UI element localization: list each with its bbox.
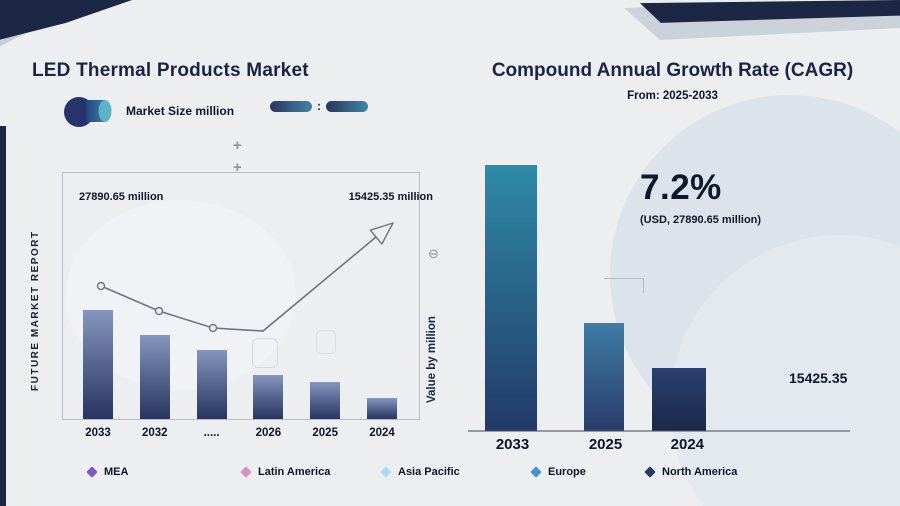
cagr-value-block: 7.2% (USD, 27890.65 million) xyxy=(640,168,761,226)
plus-icon: + xyxy=(233,137,242,154)
cagr-baseline xyxy=(468,430,850,432)
market-bar-2025 xyxy=(310,382,341,419)
market-axis-label: 2026 xyxy=(255,427,282,439)
circle-minus-icon: ⊖ xyxy=(428,246,439,261)
diamond-icon xyxy=(380,466,392,478)
diamond-icon xyxy=(530,466,542,478)
market-axis-label: ..... xyxy=(203,427,220,439)
market-bar-2032 xyxy=(139,335,170,419)
cagr-title: Compound Annual Growth Rate (CAGR) xyxy=(491,60,854,81)
cagr-subtitle: From: 2025-2033 xyxy=(627,90,718,102)
cagr-basis-note: (USD, 27890.65 million) xyxy=(640,214,762,226)
legend-label: Latin America xyxy=(258,466,331,478)
diamond-icon xyxy=(240,466,252,478)
cagr-axis-label: 2024 xyxy=(670,436,705,453)
cagr-axis-label: 2033 xyxy=(495,436,530,453)
value-by-million-axis-label: Value by million xyxy=(426,316,438,404)
cagr-bar-2033-primary xyxy=(485,165,537,431)
pill-separator: : xyxy=(317,99,321,113)
market-size-chart: 27890.65 million 15425.35 million xyxy=(62,172,433,420)
market-bar-2024 xyxy=(366,398,397,419)
market-bar-2026 xyxy=(253,375,284,419)
future-market-report-label: FUTURE MARKET REPORT xyxy=(30,230,41,392)
market-axis-label: 2033 xyxy=(85,427,111,439)
cagr-group-2024: 2024 xyxy=(652,368,709,453)
cagr-group-2025: 2025 xyxy=(584,323,627,453)
market-axis-label: 2025 xyxy=(312,427,338,439)
market-size-legend: Market Size million xyxy=(62,92,234,130)
arrow-head-icon xyxy=(369,222,394,245)
legend-item-europe: Europe xyxy=(530,466,586,478)
legend-label: North America xyxy=(662,466,738,478)
market-size-legend-label: Market Size million xyxy=(126,104,235,118)
corner-decoration-top-right-shadow xyxy=(624,0,900,40)
market-bar-..... xyxy=(196,350,227,419)
plus-icon: + xyxy=(233,159,242,176)
annotation-2033-value: 27890.65 million xyxy=(79,191,164,203)
cagr-bar-2024-primary xyxy=(652,368,706,431)
cagr-chart: 2033 2025 2024 xyxy=(468,150,863,453)
cagr-axis-label: 2025 xyxy=(588,436,623,453)
cylinder-icon xyxy=(64,97,112,127)
market-axis-label: 2024 xyxy=(369,427,395,439)
legend-pills: : xyxy=(270,99,368,113)
left-edge-strip xyxy=(0,126,6,506)
cagr-bar-2025-primary xyxy=(584,323,624,431)
cagr-2024-value-label: 15425.35 xyxy=(789,370,848,386)
market-bars-row xyxy=(83,310,397,419)
legend-item-mea: MEA xyxy=(86,466,129,478)
corner-decoration-top-right xyxy=(640,0,900,23)
legend-pill-icon xyxy=(326,101,368,112)
market-bar-2033 xyxy=(83,310,113,419)
left-chart-title: LED Thermal Products Market xyxy=(32,60,309,81)
legend-label: Europe xyxy=(548,466,586,478)
legend-label: MEA xyxy=(104,466,129,478)
cagr-group-2033: 2033 xyxy=(485,165,540,453)
market-labels-row: 2033 2032..... 2026 2025 2024 xyxy=(83,427,397,439)
legend-item-asia-pacific: Asia Pacific xyxy=(380,466,460,478)
cagr-percentage: 7.2% xyxy=(640,168,722,207)
market-axis-label: 2032 xyxy=(142,427,168,439)
legend-label: Asia Pacific xyxy=(398,466,460,478)
legend-item-north-america: North America xyxy=(644,466,738,478)
diamond-icon xyxy=(86,466,98,478)
diamond-icon xyxy=(644,466,656,478)
annotation-2024-value: 15425.35 million xyxy=(348,191,433,203)
corner-decoration-top-left xyxy=(0,0,132,40)
trend-arrow-line xyxy=(96,222,394,333)
legend-pill-icon xyxy=(270,101,312,112)
legend-item-latin-america: Latin America xyxy=(240,466,331,478)
corner-decoration-top-left-shadow xyxy=(0,0,90,47)
region-legend: MEA Latin America Asia Pacific Europe North … xyxy=(0,466,900,484)
